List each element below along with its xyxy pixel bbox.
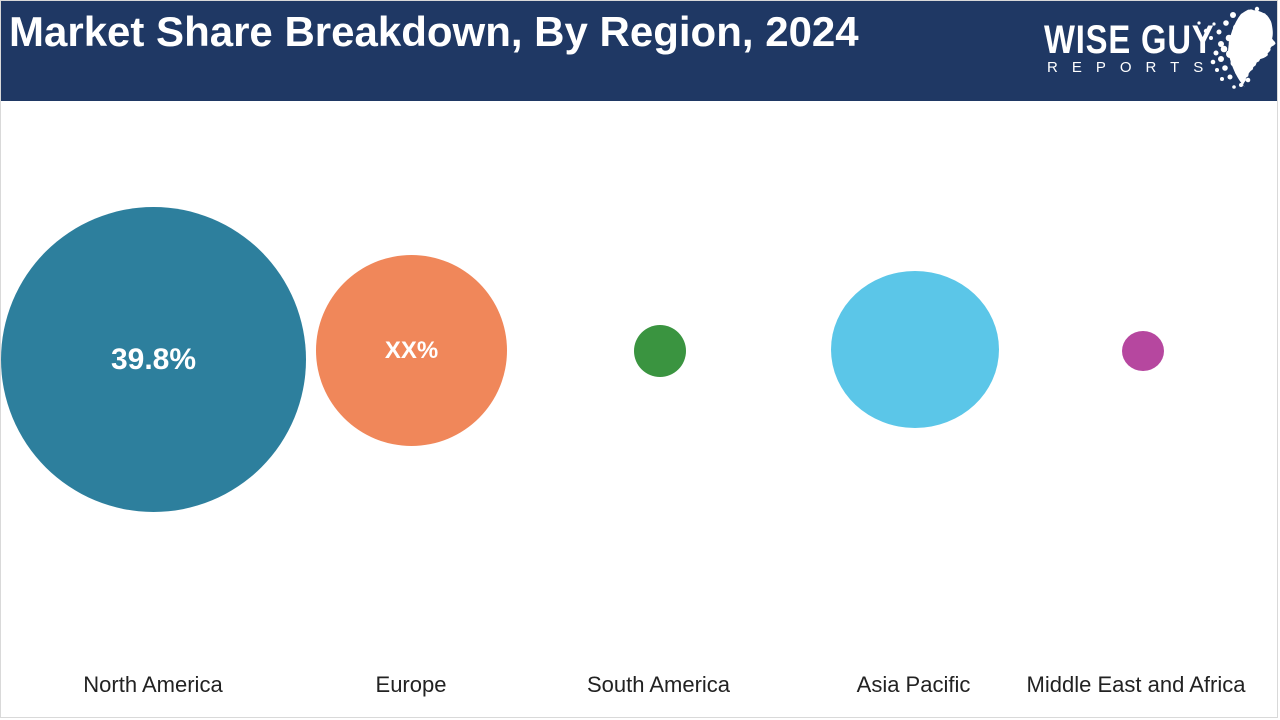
svg-text:WISE GUY: WISE GUY <box>1044 17 1215 62</box>
svg-text:REPORTS: REPORTS <box>1047 59 1217 76</box>
